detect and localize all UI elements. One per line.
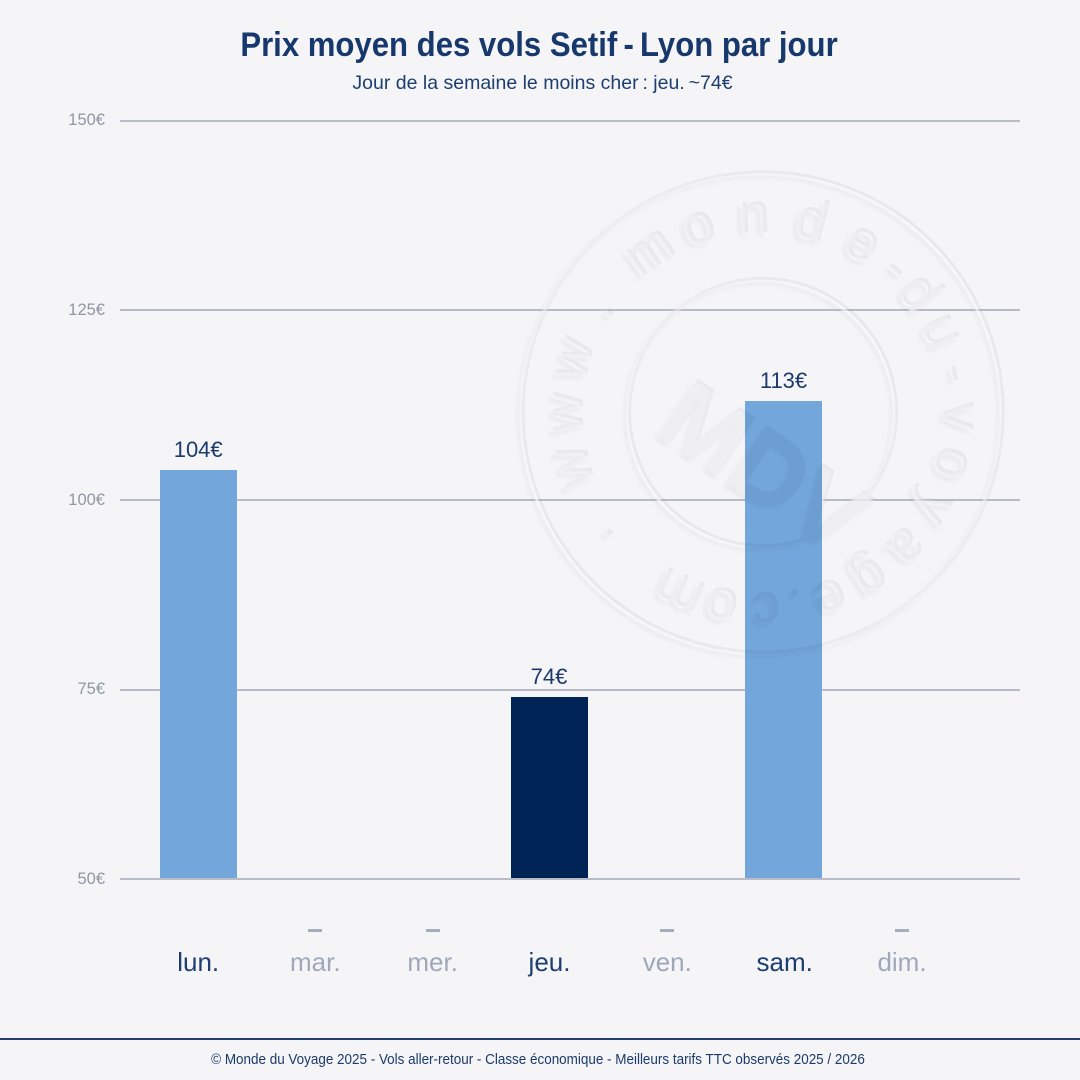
svg-text:o: o: [673, 188, 724, 259]
svg-text:v: v: [928, 403, 992, 433]
svg-text:n: n: [735, 183, 769, 248]
svg-text:n: n: [733, 185, 767, 250]
svg-text:w: w: [528, 395, 592, 438]
svg-text:v: v: [926, 405, 990, 435]
svg-text:c: c: [752, 579, 782, 643]
svg-text:·: ·: [575, 507, 637, 561]
svg-text:d: d: [789, 184, 836, 254]
svg-text:w: w: [535, 328, 608, 387]
svg-text:w: w: [535, 437, 608, 496]
svg-text:v: v: [930, 401, 994, 431]
svg-text:c: c: [748, 583, 778, 647]
svg-text:MDV: MDV: [642, 357, 889, 574]
svg-text:n: n: [737, 181, 771, 246]
svg-text:w: w: [532, 391, 596, 434]
svg-text:w: w: [530, 393, 594, 436]
